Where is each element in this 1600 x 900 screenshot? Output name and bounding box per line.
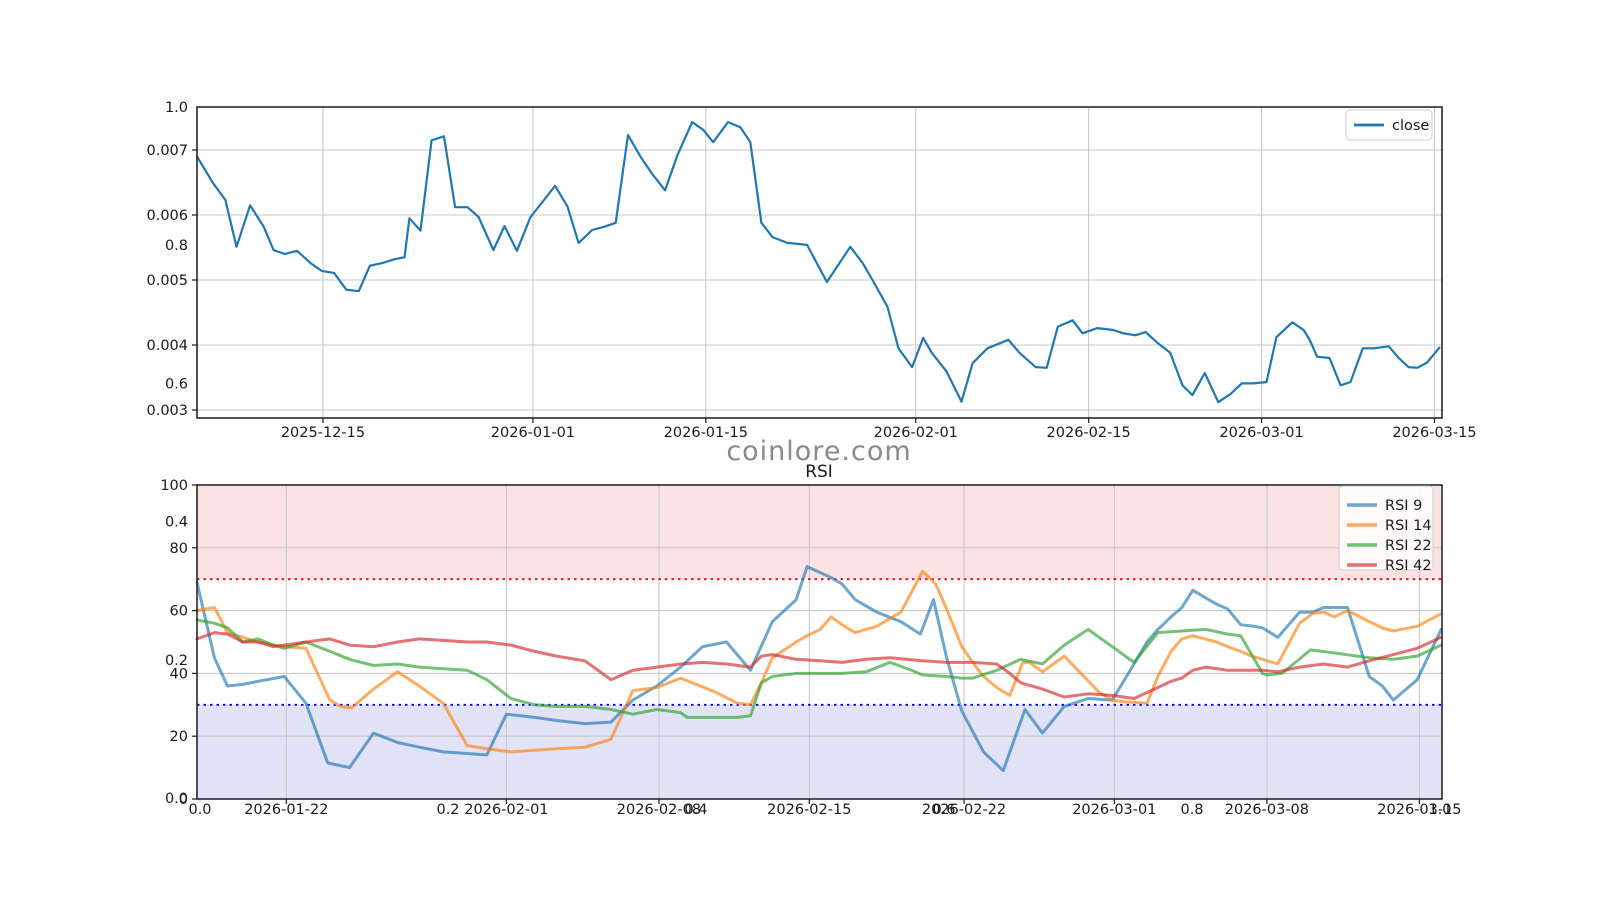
legend-box — [1345, 109, 1433, 141]
overlay-y-label: 0.2 — [165, 653, 188, 669]
tick-labels: 2025-12-15 2026-01-01 2026-01-15 2026-02-01… — [146, 143, 1476, 441]
overlay-y-label: 0.0 — [165, 791, 188, 807]
y-tick-label: 20 — [170, 729, 188, 745]
x-tick-label: 2026-03-15 — [1392, 425, 1476, 441]
x-tick-label: 2026-02-01 — [874, 425, 958, 441]
x-tick-label: 2026-03-08 — [1225, 802, 1309, 818]
overlay-axis: 0.0 0.2 0.4 0.6 0.8 1.0 1.0 0.8 0.6 0.4 0.2 0.0 — [165, 100, 1452, 818]
legend-box — [1338, 485, 1434, 571]
y-tick-label: 100 — [160, 478, 188, 494]
rsi-chart: 2026-01-22 2026-02-01 2026-02-08 2026-02-15… — [160, 478, 1461, 818]
tick-labels: 2026-01-22 2026-02-01 2026-02-08 2026-02-15… — [160, 478, 1461, 818]
price-chart: 2025-12-15 2026-01-01 2026-01-15 2026-02-01… — [146, 106, 1477, 441]
overlay-y-label: 0.6 — [165, 376, 188, 392]
legend-label: RSI 9 — [1385, 498, 1422, 514]
overlay-x-label: 0.0 — [188, 802, 211, 818]
x-tick-label: 2026-03-15 — [1377, 802, 1461, 818]
x-tick-label: 2026-01-15 — [664, 425, 748, 441]
overbought-band — [197, 485, 1442, 580]
x-tick-label: 2026-01-22 — [244, 802, 328, 818]
legend-label: RSI 42 — [1385, 558, 1432, 574]
y-tick-label: 0 — [179, 792, 188, 808]
legend: close — [1345, 109, 1433, 141]
series-rsi-22 — [195, 618, 1443, 719]
y-tick-label: 40 — [170, 666, 188, 682]
y-tick-label: 80 — [170, 541, 188, 557]
series-rsi-9 — [195, 565, 1443, 773]
legend-label: RSI 22 — [1385, 538, 1432, 554]
axes-frame — [196, 106, 1443, 419]
y-tick-label: 0.007 — [146, 143, 188, 159]
x-tick-label: 2026-03-01 — [1072, 802, 1156, 818]
x-tick-label: 2026-02-01 — [464, 802, 548, 818]
y-tick-label: 0.003 — [146, 403, 188, 419]
legend-label: close — [1392, 118, 1429, 134]
overlay-y-label: 0.4 — [165, 515, 188, 531]
y-tick-label: 60 — [170, 604, 188, 620]
y-tick-label: 0.005 — [146, 273, 188, 289]
x-tick-label: 2026-02-08 — [617, 802, 701, 818]
overlay-x-label: 1.0 — [1428, 802, 1451, 818]
x-tick-label: 2026-01-01 — [491, 425, 575, 441]
x-tick-label: 2026-02-15 — [767, 802, 851, 818]
overlay-x-label: 0.8 — [1180, 802, 1203, 818]
overlay-y-label: 1.0 — [165, 100, 188, 116]
x-tick-label: 2026-03-01 — [1219, 425, 1303, 441]
axes-frame — [196, 484, 1443, 800]
y-tick-label: 0.006 — [146, 208, 188, 224]
series-rsi-42 — [195, 631, 1443, 700]
x-tick-label: 2026-02-15 — [1047, 425, 1131, 441]
ticks — [192, 149, 1436, 423]
ticks — [192, 484, 1421, 804]
x-tick-label: 2026-02-22 — [922, 802, 1006, 818]
legend-label: RSI 14 — [1385, 518, 1432, 534]
legend: RSI 9 RSI 14 RSI 22 RSI 42 — [1338, 485, 1434, 574]
overlay-x-label: 0.6 — [932, 802, 955, 818]
oversold-band — [197, 704, 1442, 799]
x-tick-label: 2025-12-15 — [281, 425, 365, 441]
overlay-x-label: 0.4 — [684, 802, 707, 818]
y-tick-label: 0.004 — [146, 338, 188, 354]
overlay-x-label: 0.2 — [436, 802, 459, 818]
overlay-y-label: 0.8 — [165, 238, 188, 254]
series-close — [195, 120, 1441, 404]
gridlines — [197, 107, 1442, 418]
